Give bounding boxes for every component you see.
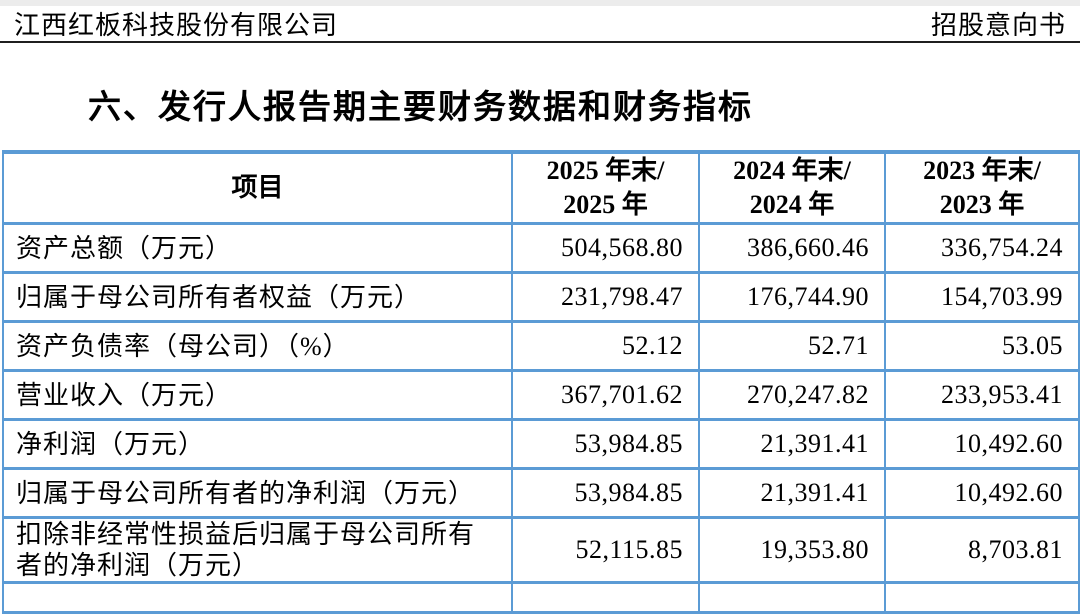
column-header-2024: 2024 年末/ 2024 年: [698, 150, 886, 225]
value-2023: 10,492.60: [884, 467, 1080, 519]
value-2025: 53,984.85: [511, 418, 700, 470]
page-top-edge: [0, 0, 1080, 6]
value-2024: 270,247.82: [698, 369, 886, 421]
table-row-parent-equity: 归属于母公司所有者权益（万元） 231,798.47 176,744.90 15…: [2, 271, 1080, 323]
value-2025: 504,568.80: [511, 222, 700, 274]
row-label: 净利润（万元）: [2, 418, 513, 470]
value-2024: 21,391.41: [698, 418, 886, 470]
value-2025: 52,115.85: [511, 516, 700, 584]
value-2024: 19,353.80: [698, 516, 886, 584]
value-2023: 53.05: [884, 320, 1080, 372]
column-header-2023: 2023 年末/ 2023 年: [884, 150, 1080, 225]
value-2023: 336,754.24: [884, 222, 1080, 274]
value-2023: 154,703.99: [884, 271, 1080, 323]
company-name: 江西红板科技股份有限公司: [14, 11, 339, 40]
column-header-2025-line2: 2025 年: [563, 190, 648, 219]
table-row-operating-revenue: 营业收入（万元） 367,701.62 270,247.82 233,953.4…: [2, 369, 1080, 421]
value-2024: 176,744.90: [698, 271, 886, 323]
row-label: 扣除非经常性损益后归属于母公司所有者的净利润（万元）: [2, 516, 513, 584]
value-2025: 231,798.47: [511, 271, 700, 323]
section-title: 六、发行人报告期主要财务数据和财务指标: [88, 88, 753, 125]
row-label: [2, 581, 513, 614]
value-2024: [698, 581, 886, 614]
value-2024: 52.71: [698, 320, 886, 372]
table-row-parent-net-profit: 归属于母公司所有者的净利润（万元） 53,984.85 21,391.41 10…: [2, 467, 1080, 519]
column-header-2023-line1: 2023 年末/: [923, 156, 1041, 185]
table-row-partial-clipped: [2, 581, 1080, 614]
table-row-total-assets: 资产总额（万元） 504,568.80 386,660.46 336,754.2…: [2, 222, 1080, 274]
value-2024: 21,391.41: [698, 467, 886, 519]
value-2025: 53,984.85: [511, 467, 700, 519]
row-label: 营业收入（万元）: [2, 369, 513, 421]
financial-data-table: 项目 2025 年末/ 2025 年 2024 年末/ 2024 年 2023 …: [2, 150, 1080, 614]
table-row-net-profit: 净利润（万元） 53,984.85 21,391.41 10,492.60: [2, 418, 1080, 470]
column-header-2025: 2025 年末/ 2025 年: [511, 150, 700, 225]
page-header: 江西红板科技股份有限公司 招股意向书: [0, 6, 1080, 43]
row-label: 资产负债率（母公司）（%）: [2, 320, 513, 372]
document-type: 招股意向书: [930, 11, 1066, 40]
row-label: 资产总额（万元）: [2, 222, 513, 274]
row-label: 归属于母公司所有者的净利润（万元）: [2, 467, 513, 519]
table-row-non-recurring-net-profit: 扣除非经常性损益后归属于母公司所有者的净利润（万元） 52,115.85 19,…: [2, 516, 1080, 584]
value-2023: [884, 581, 1080, 614]
column-header-2024-line2: 2024 年: [749, 190, 835, 219]
value-2025: [511, 581, 700, 614]
value-2023: 233,953.41: [884, 369, 1080, 421]
column-header-2024-line1: 2024 年末/: [733, 156, 851, 185]
column-header-item: 项目: [2, 150, 513, 225]
column-header-2023-line2: 2023 年: [939, 190, 1025, 219]
table-header-row: 项目 2025 年末/ 2025 年 2024 年末/ 2024 年 2023 …: [2, 150, 1080, 225]
table-row-debt-ratio: 资产负债率（母公司）（%） 52.12 52.71 53.05: [2, 320, 1080, 372]
value-2023: 8,703.81: [884, 516, 1080, 584]
value-2025: 367,701.62: [511, 369, 700, 421]
value-2024: 386,660.46: [698, 222, 886, 274]
column-header-2025-line1: 2025 年末/: [546, 156, 665, 185]
value-2023: 10,492.60: [884, 418, 1080, 470]
row-label: 归属于母公司所有者权益（万元）: [2, 271, 513, 323]
value-2025: 52.12: [511, 320, 700, 372]
